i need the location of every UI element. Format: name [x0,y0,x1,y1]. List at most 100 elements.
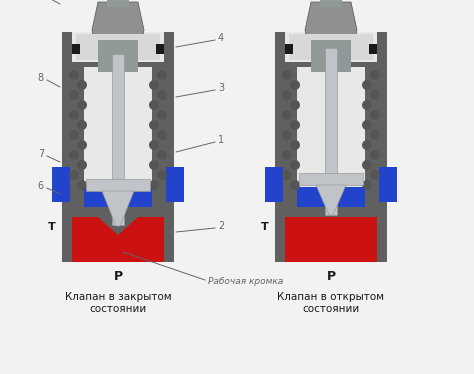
Bar [107,0,129,7]
Circle shape [370,170,380,180]
Circle shape [290,100,300,110]
Circle shape [77,80,87,90]
Circle shape [77,120,87,130]
Bar [52,167,70,202]
Circle shape [282,170,292,180]
Bar [152,67,166,207]
Circle shape [290,140,300,150]
Circle shape [370,110,380,120]
Circle shape [149,160,159,170]
Bar [72,32,164,62]
Bar [311,40,351,72]
Bar [107,0,129,37]
Circle shape [282,150,292,160]
Bar [70,67,84,207]
Polygon shape [305,2,357,40]
Circle shape [282,110,292,120]
Circle shape [157,90,167,100]
Circle shape [77,180,87,190]
Polygon shape [72,217,164,235]
Bar [62,32,174,262]
Bar [357,217,377,262]
Circle shape [69,150,79,160]
Bar [365,67,379,207]
Bar [275,217,387,262]
Circle shape [149,120,159,130]
Text: Р: Р [113,270,123,283]
Bar [299,173,363,185]
Circle shape [370,150,380,160]
Bar [112,54,124,225]
Text: 7: 7 [38,149,44,159]
Bar [76,34,160,60]
Bar [285,217,377,262]
Bar [283,67,379,207]
Text: Клапан в открытом
состоянии: Клапан в открытом состоянии [277,292,384,314]
Circle shape [157,150,167,160]
Circle shape [149,180,159,190]
Circle shape [362,180,372,190]
Polygon shape [316,185,346,215]
Polygon shape [305,217,357,239]
Circle shape [362,100,372,110]
Bar [285,32,377,62]
Circle shape [149,100,159,110]
Bar [275,32,387,262]
Circle shape [370,130,380,140]
Text: Т: Т [48,222,56,232]
Circle shape [290,80,300,90]
Bar [156,44,164,54]
Circle shape [157,170,167,180]
Bar [84,67,152,187]
Text: Т: Т [261,222,269,232]
Bar [265,167,283,202]
Bar [297,67,365,187]
Text: Рабочая кромка: Рабочая кромка [208,278,283,286]
Bar [70,67,166,207]
Circle shape [149,140,159,150]
Circle shape [290,160,300,170]
Bar [72,44,80,54]
Circle shape [282,130,292,140]
Bar [166,167,184,202]
Text: 3: 3 [218,83,224,93]
Circle shape [282,90,292,100]
Bar [86,179,150,191]
Text: 1: 1 [218,135,224,145]
Polygon shape [102,191,134,226]
Polygon shape [92,2,144,40]
Circle shape [69,70,79,80]
Text: 8: 8 [38,73,44,83]
Circle shape [362,140,372,150]
Circle shape [77,100,87,110]
Bar [283,67,297,207]
Text: Клапан в закрытом
состоянии: Клапан в закрытом состоянии [64,292,171,314]
Bar [289,34,373,60]
Circle shape [370,90,380,100]
Circle shape [362,160,372,170]
Circle shape [69,90,79,100]
Circle shape [77,140,87,150]
Circle shape [362,120,372,130]
Circle shape [69,110,79,120]
Bar [320,0,342,37]
Bar [62,217,174,262]
Text: 6: 6 [38,181,44,191]
Bar [72,217,164,262]
Circle shape [362,80,372,90]
Bar [369,44,377,54]
Bar [285,44,293,54]
Circle shape [77,160,87,170]
Circle shape [149,80,159,90]
Circle shape [290,120,300,130]
Polygon shape [285,217,377,235]
Bar [325,48,337,215]
Circle shape [282,70,292,80]
Circle shape [157,110,167,120]
Circle shape [290,180,300,190]
Bar [320,0,342,7]
Text: Р: Р [327,270,336,283]
Circle shape [69,170,79,180]
Circle shape [157,70,167,80]
Circle shape [69,130,79,140]
